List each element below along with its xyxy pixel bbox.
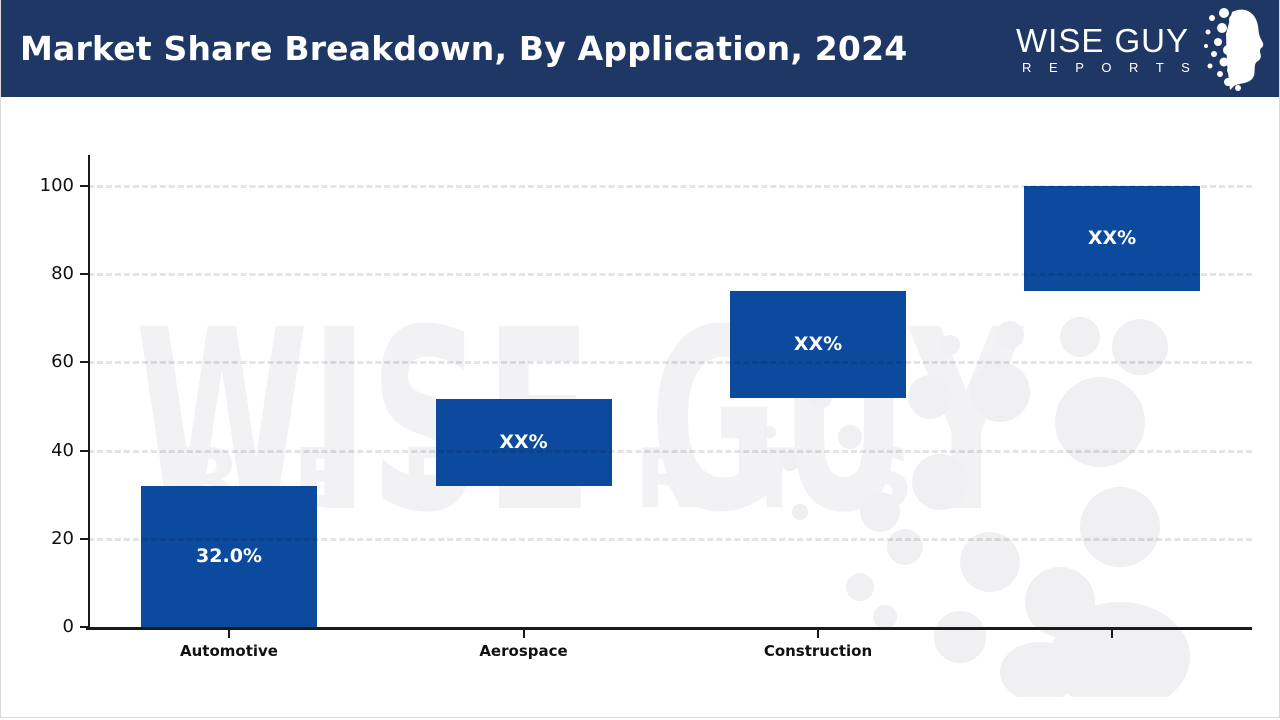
x-tick-mark-0 (228, 630, 230, 638)
bar-automotive: 32.0% (141, 485, 317, 627)
y-axis-line (88, 155, 90, 629)
x-tick-mark-1 (522, 630, 525, 638)
y-tick-mark-20 (80, 537, 88, 540)
y-tick-label-80: 80 (51, 263, 74, 285)
y-tick-mark-100 (80, 185, 88, 187)
page-title: Market Share Breakdown, By Application, … (20, 29, 908, 68)
bar-value-label: XX% (499, 431, 548, 454)
y-tick-label-0: 0 (62, 616, 74, 637)
gridline-40 (88, 449, 1252, 453)
logo-head-profile-icon (1204, 8, 1264, 91)
y-tick-mark-60 (80, 361, 88, 364)
x-axis-line (86, 627, 1252, 630)
gridline-100 (88, 185, 1252, 188)
y-tick-label-60: 60 (51, 351, 74, 373)
bar-aerospace: XX% (435, 398, 612, 486)
y-tick-mark-0 (80, 626, 88, 628)
category-label-aerospace: Aerospace (479, 642, 568, 660)
y-tick-mark-40 (80, 449, 88, 452)
bar-value-label: XX% (1087, 227, 1137, 250)
gridline-60 (88, 361, 1252, 365)
category-label-automotive: Automotive (180, 642, 278, 660)
gridline-80 (88, 273, 1252, 277)
y-tick-label-40: 40 (51, 439, 74, 461)
y-tick-mark-80 (80, 273, 88, 276)
bar-value-label: 32.0% (196, 545, 262, 568)
y-tick-label-20: 20 (51, 527, 74, 549)
bar-value-label: XX% (793, 333, 843, 356)
category-label-construction: Construction (763, 642, 873, 660)
y-tick-label-100: 100 (39, 175, 74, 196)
header-bar: Market Share Breakdown, By Application, … (0, 0, 1280, 97)
bar-construction: XX% (730, 290, 906, 399)
x-tick-mark-3 (1111, 630, 1113, 638)
logo-wordmark: WISE GUY (1016, 22, 1190, 59)
logo-subtitle: R E P O R T S (1022, 60, 1197, 75)
x-tick-mark-2 (817, 630, 819, 638)
wise-guy-reports-logo: WISE GUY R E P O R T S (1016, 4, 1266, 94)
gridline-20 (88, 537, 1252, 541)
watermark-head-profile (764, 317, 1190, 697)
